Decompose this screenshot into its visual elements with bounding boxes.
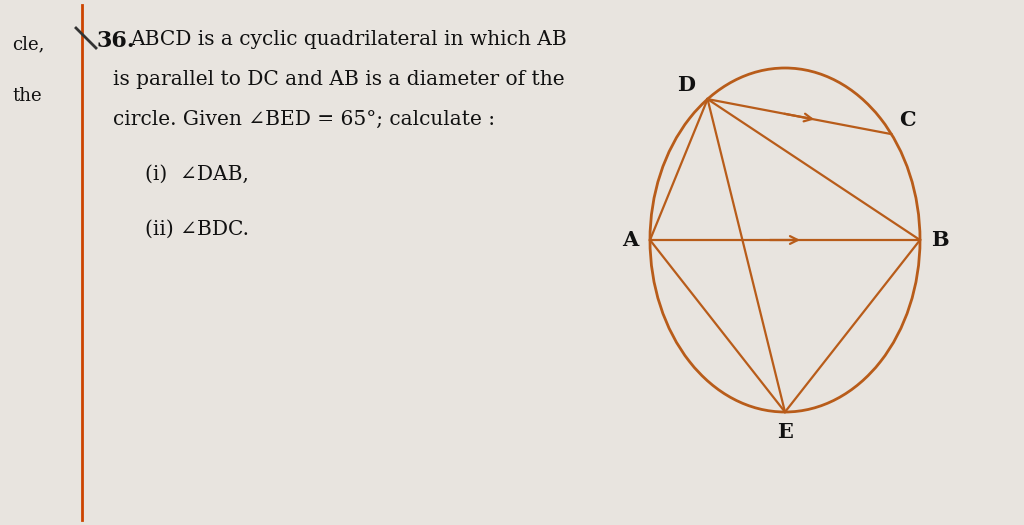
Text: ABCD is a cyclic quadrilateral in which AB: ABCD is a cyclic quadrilateral in which … [130,30,566,49]
Text: A: A [622,230,638,250]
Text: B: B [931,230,949,250]
Text: E: E [777,422,793,442]
Text: 36.: 36. [97,30,135,52]
Text: cle,: cle, [12,35,44,53]
Text: circle. Given ∠BED = 65°; calculate :: circle. Given ∠BED = 65°; calculate : [113,110,496,129]
Text: the: the [12,87,42,105]
Text: D: D [677,75,694,95]
Text: C: C [899,110,915,130]
Text: (i)  ∠DAB,: (i) ∠DAB, [145,165,249,184]
Text: is parallel to DC and AB is a diameter of the: is parallel to DC and AB is a diameter o… [113,70,564,89]
Text: (ii) ∠BDC.: (ii) ∠BDC. [145,220,249,239]
